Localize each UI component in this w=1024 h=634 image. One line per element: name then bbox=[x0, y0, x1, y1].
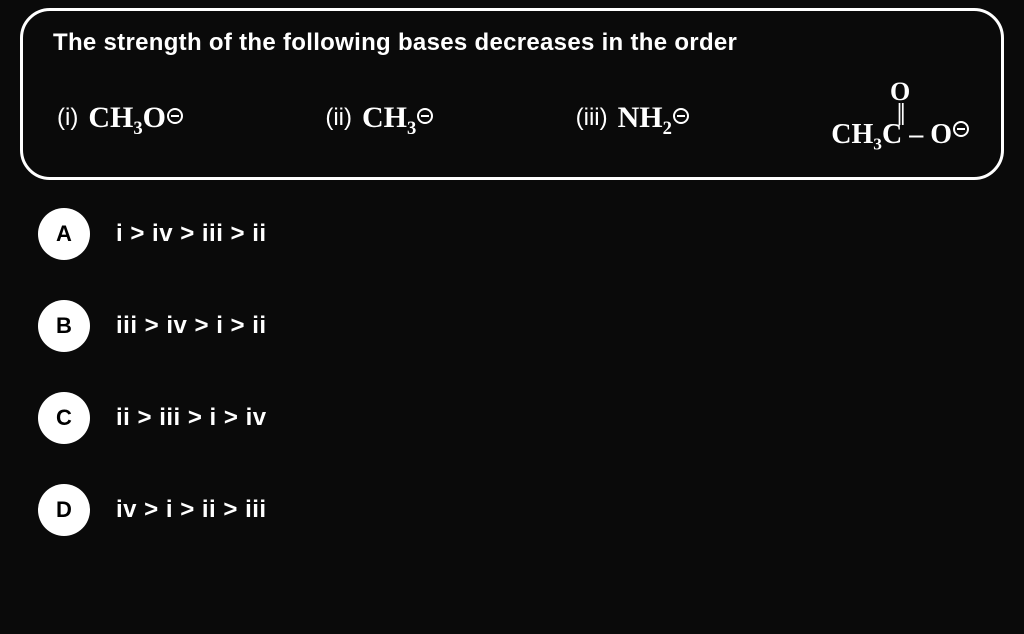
answer-option-c[interactable]: C ii > iii > i > iv bbox=[38, 392, 1024, 444]
answer-text: iv > i > ii > iii bbox=[116, 496, 267, 524]
formula-i: CH3O bbox=[88, 101, 183, 135]
answer-badge: A bbox=[38, 208, 90, 260]
acetate-structure: O || CH3C – O bbox=[831, 79, 969, 149]
answer-text: ii > iii > i > iv bbox=[116, 404, 267, 432]
answer-text: iii > iv > i > ii bbox=[116, 312, 267, 340]
acetate-bottom: CH3C – O bbox=[831, 121, 969, 149]
minus-icon bbox=[953, 121, 969, 137]
item-i: (i) CH3O bbox=[57, 101, 183, 135]
answer-option-b[interactable]: B iii > iv > i > ii bbox=[38, 300, 1024, 352]
item-ii: (ii) CH3 bbox=[325, 101, 433, 135]
answer-badge: C bbox=[38, 392, 90, 444]
item-index: (i) bbox=[57, 104, 78, 132]
items-row: (i) CH3O (ii) CH3 (iii) NH2 O || CH3C – … bbox=[53, 83, 975, 153]
answer-text: i > iv > iii > ii bbox=[116, 220, 267, 248]
question-title: The strength of the following bases decr… bbox=[53, 29, 975, 57]
item-index: (iii) bbox=[576, 104, 608, 132]
question-card: The strength of the following bases decr… bbox=[20, 8, 1004, 180]
answer-list: A i > iv > iii > ii B iii > iv > i > ii … bbox=[38, 208, 1024, 536]
item-iii: (iii) NH2 bbox=[576, 101, 689, 135]
formula-iii: NH2 bbox=[618, 101, 689, 135]
answer-badge: B bbox=[38, 300, 90, 352]
minus-icon bbox=[417, 108, 433, 124]
formula-ii: CH3 bbox=[362, 101, 433, 135]
item-iv: O || CH3C – O bbox=[831, 83, 969, 153]
minus-icon bbox=[167, 108, 183, 124]
answer-badge: D bbox=[38, 484, 90, 536]
minus-icon bbox=[673, 108, 689, 124]
answer-option-d[interactable]: D iv > i > ii > iii bbox=[38, 484, 1024, 536]
answer-option-a[interactable]: A i > iv > iii > ii bbox=[38, 208, 1024, 260]
item-index: (ii) bbox=[325, 104, 352, 132]
